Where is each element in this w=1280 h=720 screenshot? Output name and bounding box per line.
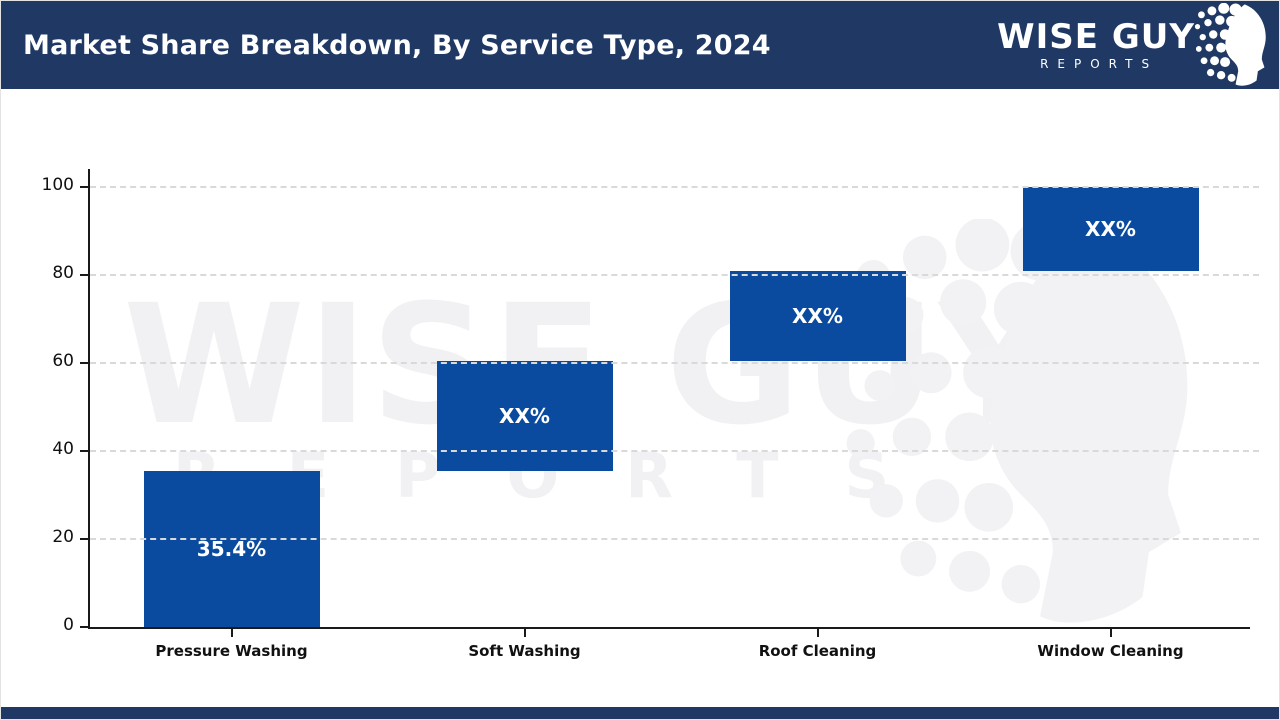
wise-guy-logo: WISE GUY REPORTS (997, 3, 1279, 87)
gridline-60 (90, 362, 1259, 364)
bar-value-label: XX% (499, 404, 550, 429)
y-tick (80, 274, 90, 276)
dotted-head-icon (1194, 3, 1266, 86)
y-axis (88, 169, 90, 629)
gridline-80 (90, 274, 1259, 276)
y-tick-label: 100 (41, 175, 74, 195)
bar-value-label: XX% (1085, 216, 1136, 241)
y-tick (80, 186, 90, 188)
bar-roof-cleaning: XX% (729, 270, 906, 361)
logo-sub-text: REPORTS (1040, 56, 1159, 71)
header-band: Market Share Breakdown, By Service Type,… (1, 1, 1279, 89)
gridline-40 (90, 450, 1259, 452)
y-tick (80, 626, 90, 628)
x-axis-label: Window Cleaning (1037, 642, 1184, 660)
bar-window-cleaning: XX% (1022, 187, 1199, 271)
x-tick (1109, 629, 1112, 637)
logo-brand-text: WISE GUY (997, 16, 1195, 57)
x-axis (88, 627, 1250, 629)
chart-title: Market Share Breakdown, By Service Type,… (23, 29, 771, 61)
bar-pressure-washing: 35.4% (143, 471, 320, 627)
footer-band (1, 707, 1279, 719)
y-tick (80, 362, 90, 364)
x-tick (523, 629, 526, 637)
x-tick (230, 629, 233, 637)
bar-value-label: 35.4% (196, 537, 267, 562)
y-tick-label: 60 (52, 351, 74, 371)
y-tick-label: 20 (52, 527, 74, 547)
gridline-20 (90, 538, 1259, 540)
bar-value-label: XX% (792, 303, 843, 328)
y-tick-label: 80 (52, 263, 74, 283)
y-tick (80, 450, 90, 452)
y-tick-label: 40 (52, 439, 74, 459)
x-tick (816, 629, 819, 637)
y-tick (80, 538, 90, 540)
bar-soft-washing: XX% (436, 360, 613, 472)
y-tick-label: 0 (63, 615, 74, 635)
x-axis-label: Pressure Washing (155, 642, 308, 660)
x-axis-label: Roof Cleaning (758, 642, 877, 660)
x-axis-label: Soft Washing (468, 642, 581, 660)
logo-text: WISE GUY REPORTS (997, 20, 1195, 71)
gridline-100 (90, 186, 1259, 188)
